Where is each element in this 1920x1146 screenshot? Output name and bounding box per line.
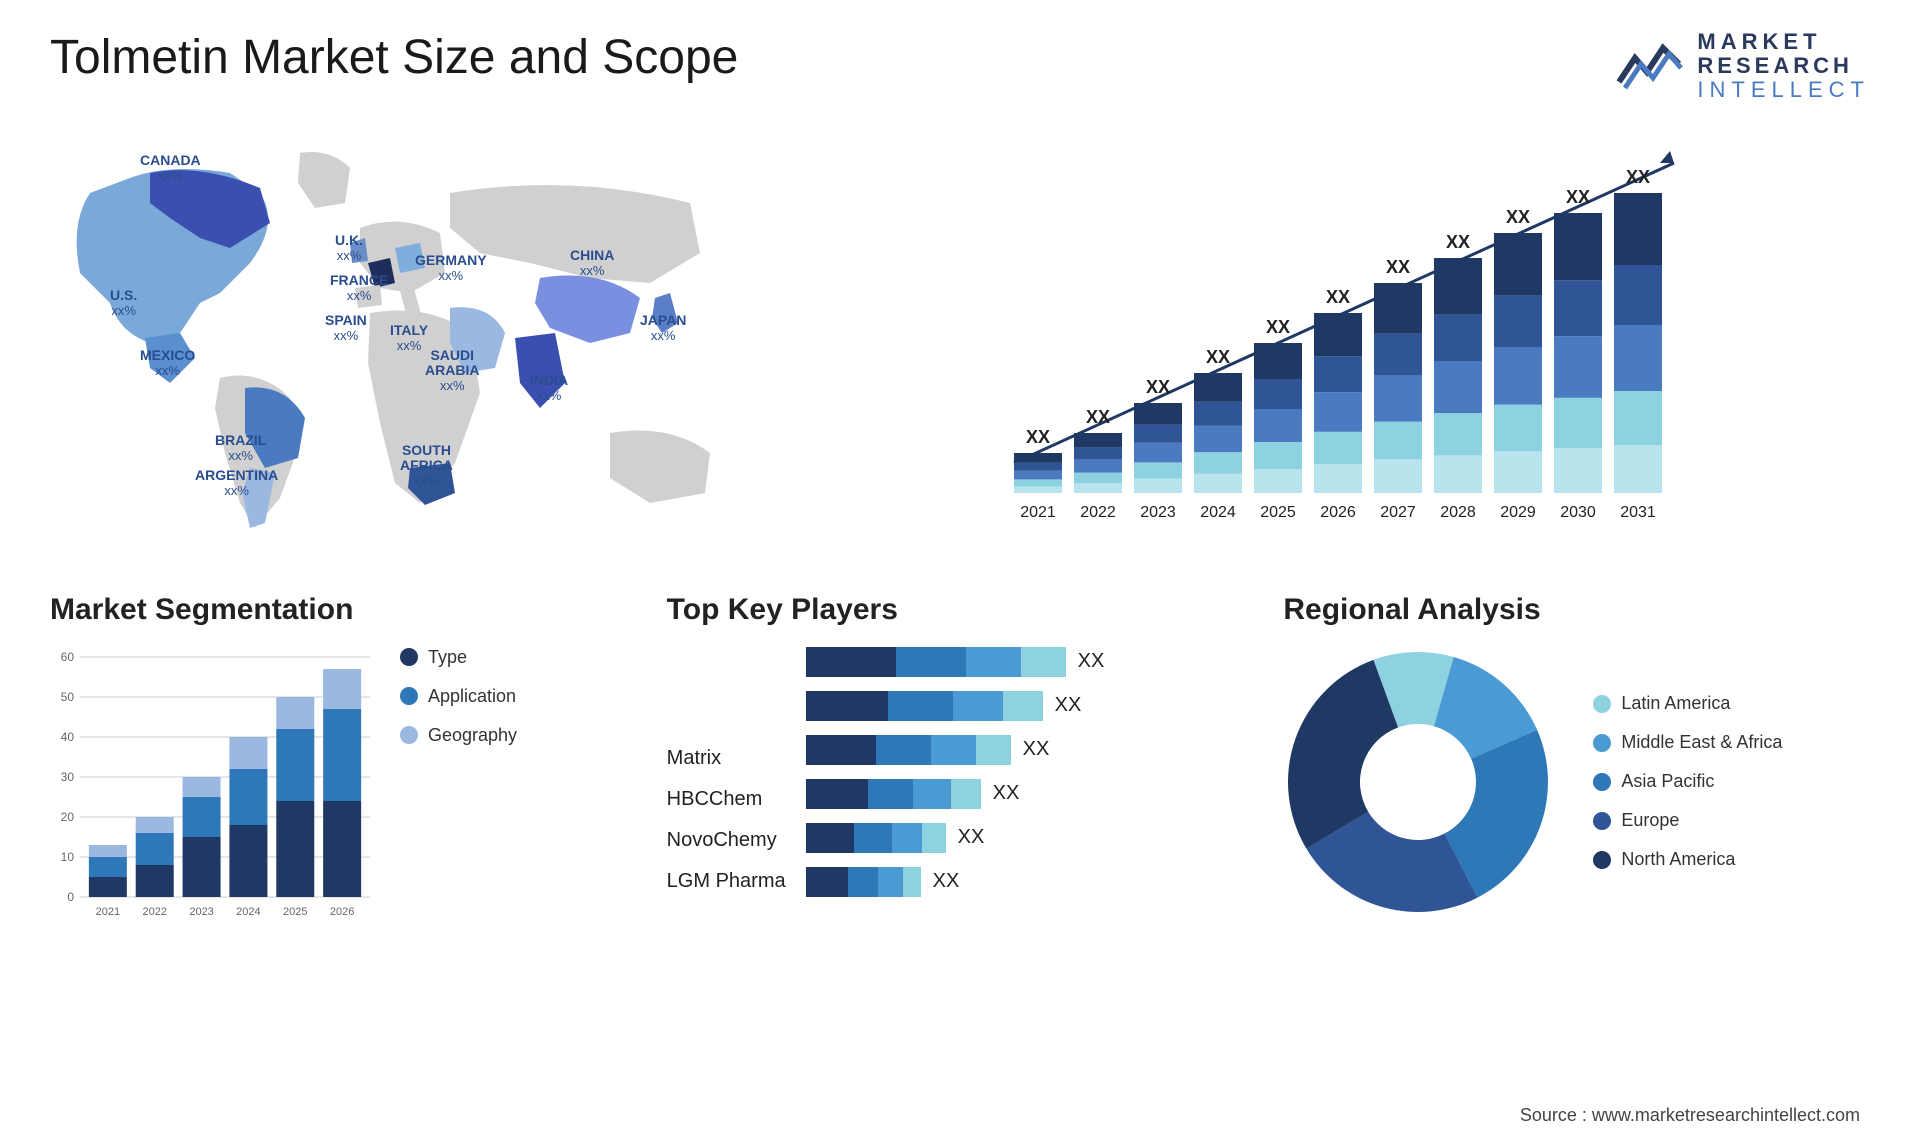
- map-label: CHINAxx%: [570, 248, 614, 279]
- svg-text:60: 60: [61, 650, 75, 664]
- svg-text:2021: 2021: [1020, 504, 1056, 521]
- legend-item: Type: [400, 647, 517, 668]
- bottom-row: Market Segmentation 0 10 20 30 40 50 60 2021 202…: [50, 593, 1870, 973]
- svg-text:50: 50: [61, 690, 75, 704]
- map-label: ITALYxx%: [390, 323, 428, 354]
- logo-line-2: RESEARCH: [1697, 54, 1870, 78]
- svg-text:40: 40: [61, 730, 75, 744]
- svg-text:2023: 2023: [189, 906, 213, 918]
- svg-text:2024: 2024: [236, 906, 260, 918]
- svg-text:2028: 2028: [1440, 504, 1476, 521]
- svg-text:XX: XX: [1086, 407, 1110, 427]
- svg-text:2024: 2024: [1200, 504, 1236, 521]
- logo-line-1: MARKET: [1697, 30, 1870, 54]
- svg-text:XX: XX: [1026, 427, 1050, 447]
- map-label: MEXICOxx%: [140, 348, 195, 379]
- legend-item: Geography: [400, 725, 517, 746]
- player-bar-row: XX: [806, 691, 1254, 721]
- svg-text:XX: XX: [1386, 257, 1410, 277]
- map-label: INDIAxx%: [530, 373, 568, 404]
- regional-legend: Latin America Middle East & Africa Asia Pa…: [1593, 693, 1782, 870]
- svg-text:XX: XX: [1626, 167, 1650, 187]
- svg-text:0: 0: [67, 890, 74, 904]
- legend-item: Latin America: [1593, 693, 1782, 714]
- svg-text:XX: XX: [1506, 207, 1530, 227]
- svg-text:20: 20: [61, 810, 75, 824]
- source-footer: Source : www.marketresearchintellect.com: [1520, 1105, 1860, 1126]
- player-bar-row: XX: [806, 867, 1254, 897]
- player-bar-row: XX: [806, 647, 1254, 677]
- svg-text:2022: 2022: [142, 906, 166, 918]
- players-bars: XX XX XX XX XX XX: [806, 647, 1254, 897]
- legend-item: Application: [400, 686, 517, 707]
- player-label: NovoChemy: [667, 829, 786, 852]
- map-label: U.K.xx%: [335, 233, 363, 264]
- world-map-panel: CANADAxx% U.S.xx% MEXICOxx% BRAZILxx% ARGENT…: [50, 133, 924, 553]
- regional-panel: Regional Analysis Latin America Middle Ea…: [1283, 593, 1870, 973]
- svg-text:2031: 2031: [1620, 504, 1656, 521]
- players-panel: Top Key Players Matrix HBCChem NovoChemy LG…: [667, 593, 1254, 973]
- map-label: JAPANxx%: [640, 313, 686, 344]
- regional-title: Regional Analysis: [1283, 593, 1870, 627]
- svg-text:2026: 2026: [330, 906, 354, 918]
- svg-text:2021: 2021: [96, 906, 120, 918]
- svg-text:2023: 2023: [1140, 504, 1176, 521]
- brand-logo: MARKET RESEARCH INTELLECT: [1615, 30, 1870, 103]
- svg-text:XX: XX: [1146, 377, 1170, 397]
- players-title: Top Key Players: [667, 593, 1254, 627]
- svg-text:XX: XX: [1206, 347, 1230, 367]
- growth-chart: XX 2021 XX 2022 XX 2023 XX 2024 XX 2025 XX 2026 XX 20…: [964, 133, 1870, 553]
- svg-text:XX: XX: [1326, 287, 1350, 307]
- player-label: HBCChem: [667, 788, 786, 811]
- segmentation-legend: Type Application Geography: [400, 647, 517, 927]
- logo-line-3: INTELLECT: [1697, 78, 1870, 102]
- map-label: U.S.xx%: [110, 288, 137, 319]
- svg-text:30: 30: [61, 770, 75, 784]
- player-label: Matrix: [667, 747, 786, 770]
- svg-text:10: 10: [61, 850, 75, 864]
- logo-icon: [1615, 38, 1685, 94]
- map-label: BRAZILxx%: [215, 433, 266, 464]
- segmentation-panel: Market Segmentation 0 10 20 30 40 50 60 2021 202…: [50, 593, 637, 973]
- players-labels: Matrix HBCChem NovoChemy LGM Pharma: [667, 647, 786, 897]
- svg-text:2025: 2025: [283, 906, 307, 918]
- legend-item: North America: [1593, 849, 1782, 870]
- player-label: LGM Pharma: [667, 870, 786, 893]
- legend-item: Asia Pacific: [1593, 771, 1782, 792]
- map-label: FRANCExx%: [330, 273, 388, 304]
- svg-text:2029: 2029: [1500, 504, 1536, 521]
- map-label: SPAINxx%: [325, 313, 367, 344]
- player-bar-row: XX: [806, 779, 1254, 809]
- svg-text:2025: 2025: [1260, 504, 1296, 521]
- segmentation-chart: 0 10 20 30 40 50 60 2021 2022 2023 2024 2025 2026: [50, 647, 380, 927]
- map-label: CANADAxx%: [140, 153, 201, 184]
- map-label: SOUTHAFRICAxx%: [400, 443, 453, 489]
- legend-item: Europe: [1593, 810, 1782, 831]
- svg-text:2022: 2022: [1080, 504, 1116, 521]
- svg-text:XX: XX: [1266, 317, 1290, 337]
- player-bar-row: XX: [806, 735, 1254, 765]
- svg-text:2030: 2030: [1560, 504, 1596, 521]
- svg-text:XX: XX: [1446, 232, 1470, 252]
- header: Tolmetin Market Size and Scope MARKET RE…: [50, 30, 1870, 103]
- map-label: ARGENTINAxx%: [195, 468, 278, 499]
- segmentation-title: Market Segmentation: [50, 593, 637, 627]
- svg-text:2026: 2026: [1320, 504, 1356, 521]
- player-bar-row: XX: [806, 823, 1254, 853]
- legend-item: Middle East & Africa: [1593, 732, 1782, 753]
- map-label: SAUDIARABIAxx%: [425, 348, 479, 394]
- regional-donut: [1283, 647, 1553, 917]
- top-row: CANADAxx% U.S.xx% MEXICOxx% BRAZILxx% ARGENT…: [50, 133, 1870, 553]
- map-label: GERMANYxx%: [415, 253, 487, 284]
- svg-text:XX: XX: [1566, 187, 1590, 207]
- svg-text:2027: 2027: [1380, 504, 1416, 521]
- page-title: Tolmetin Market Size and Scope: [50, 30, 738, 85]
